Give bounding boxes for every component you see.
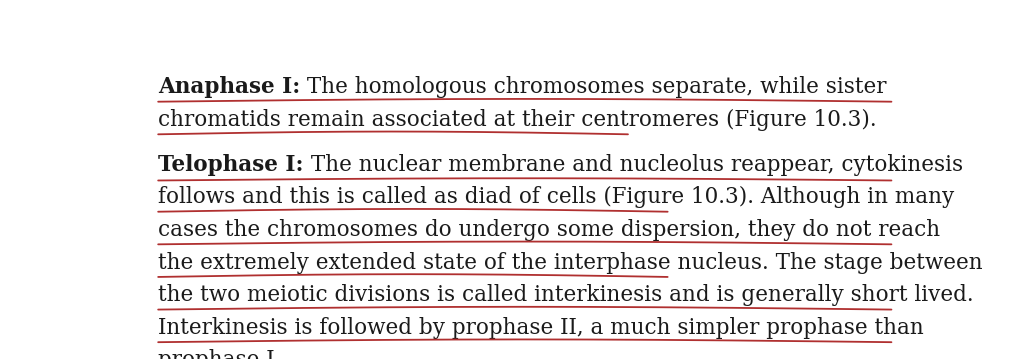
Text: The nuclear membrane and nucleolus reappear, cytokinesis: The nuclear membrane and nucleolus reapp… [304,154,963,176]
Text: the two meiotic divisions is called interkinesis and is generally short lived.: the two meiotic divisions is called inte… [158,284,974,306]
Text: follows and this is called as diad of cells (Figure 10.3). Although in many: follows and this is called as diad of ce… [158,186,954,208]
Text: Telophase I:: Telophase I: [158,154,304,176]
Text: Anaphase I:: Anaphase I: [158,76,300,98]
Text: The homologous chromosomes separate, while sister: The homologous chromosomes separate, whi… [300,76,887,98]
Text: chromatids remain associated at their centromeres (Figure 10.3).: chromatids remain associated at their ce… [158,109,877,131]
Text: the extremely extended state of the interphase nucleus. The stage between: the extremely extended state of the inte… [158,252,983,274]
Text: prophase I.: prophase I. [158,349,282,359]
Text: cases the chromosomes do undergo some dispersion, they do not reach: cases the chromosomes do undergo some di… [158,219,940,241]
Text: Interkinesis is followed by prophase II, a much simpler prophase than: Interkinesis is followed by prophase II,… [158,317,924,339]
